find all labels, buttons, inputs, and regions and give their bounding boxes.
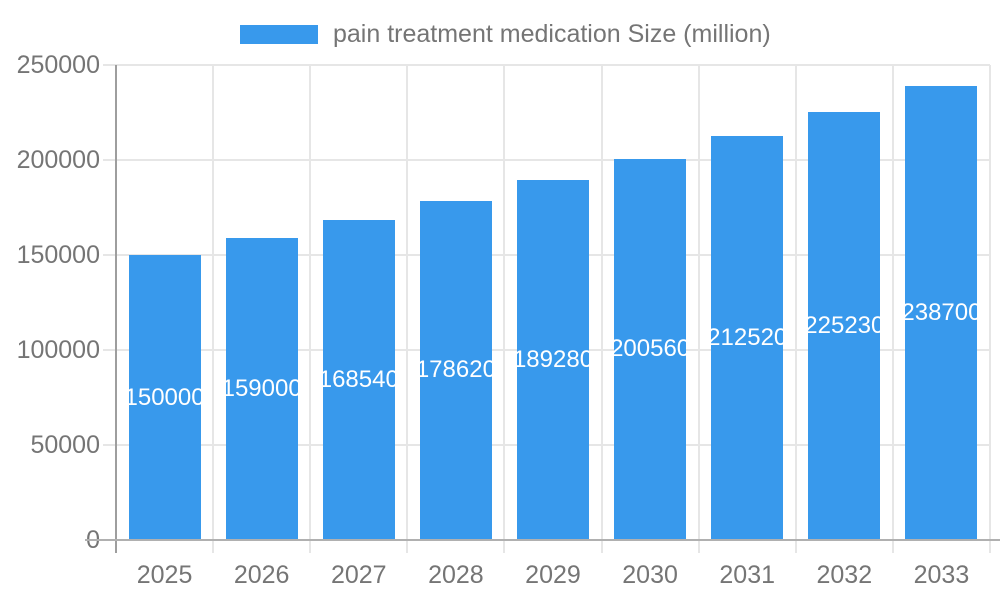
y-axis-tick (103, 444, 116, 446)
y-axis-tick-label: 250000 (16, 51, 100, 79)
bar-2029[interactable]: 189280 (517, 180, 589, 540)
y-axis-tick-label: 100000 (16, 336, 100, 364)
legend-swatch-icon (240, 25, 318, 44)
bar-2027[interactable]: 168540 (322, 219, 395, 540)
category-separator (989, 65, 991, 553)
y-axis-line (115, 65, 117, 553)
bar-2025[interactable]: 150000 (128, 255, 201, 540)
y-gridline (116, 64, 990, 66)
bar-value-label: 150000 (128, 383, 201, 411)
x-axis-tick-label: 2032 (816, 561, 873, 589)
y-axis-tick (103, 159, 116, 161)
legend-label: pain treatment medication Size (million) (333, 20, 771, 48)
y-axis-tick-label: 150000 (16, 241, 100, 269)
x-axis-tick-label: 2026 (233, 561, 290, 589)
bar-2032[interactable]: 225230 (808, 112, 881, 540)
x-axis-tick-label: 2025 (136, 561, 193, 589)
x-axis-tick-label: 2030 (622, 561, 678, 589)
category-separator (503, 65, 506, 553)
bar-value-label: 238700 (905, 299, 978, 327)
bar-2033[interactable]: 238700 (905, 86, 978, 540)
y-axis-tick (103, 254, 116, 256)
category-separator (309, 65, 312, 553)
bar-value-label: 200560 (614, 335, 687, 363)
category-separator (794, 65, 797, 553)
bar-2030[interactable]: 200560 (614, 158, 687, 540)
y-axis-tick-label: 200000 (16, 146, 100, 174)
category-separator (891, 65, 894, 553)
category-separator (600, 65, 603, 553)
y-axis-tick (103, 64, 116, 66)
bar-value-label: 212520 (711, 324, 784, 352)
bar-2028[interactable]: 178620 (419, 200, 492, 540)
bar-value-label: 159000 (225, 374, 298, 402)
x-axis-line (85, 539, 1000, 541)
x-axis-tick-label: 2033 (913, 561, 970, 589)
category-separator (406, 65, 409, 553)
category-separator (212, 65, 215, 553)
category-separator (697, 65, 700, 553)
bar-value-label: 225230 (808, 312, 881, 340)
y-gridline (116, 159, 990, 161)
y-axis-tick-label: 50000 (30, 431, 100, 459)
bar-value-label: 189280 (517, 346, 589, 374)
bar-value-label: 178620 (419, 356, 492, 384)
bar-2031[interactable]: 212520 (711, 136, 784, 540)
x-axis-tick-label: 2028 (428, 561, 484, 589)
bar-value-label: 168540 (322, 365, 395, 393)
y-axis-tick (103, 349, 116, 351)
bar-2026[interactable]: 159000 (225, 237, 298, 540)
x-axis-tick-label: 2027 (330, 561, 387, 589)
x-axis-tick-label: 2029 (525, 561, 581, 589)
x-axis-tick-label: 2031 (719, 561, 776, 589)
